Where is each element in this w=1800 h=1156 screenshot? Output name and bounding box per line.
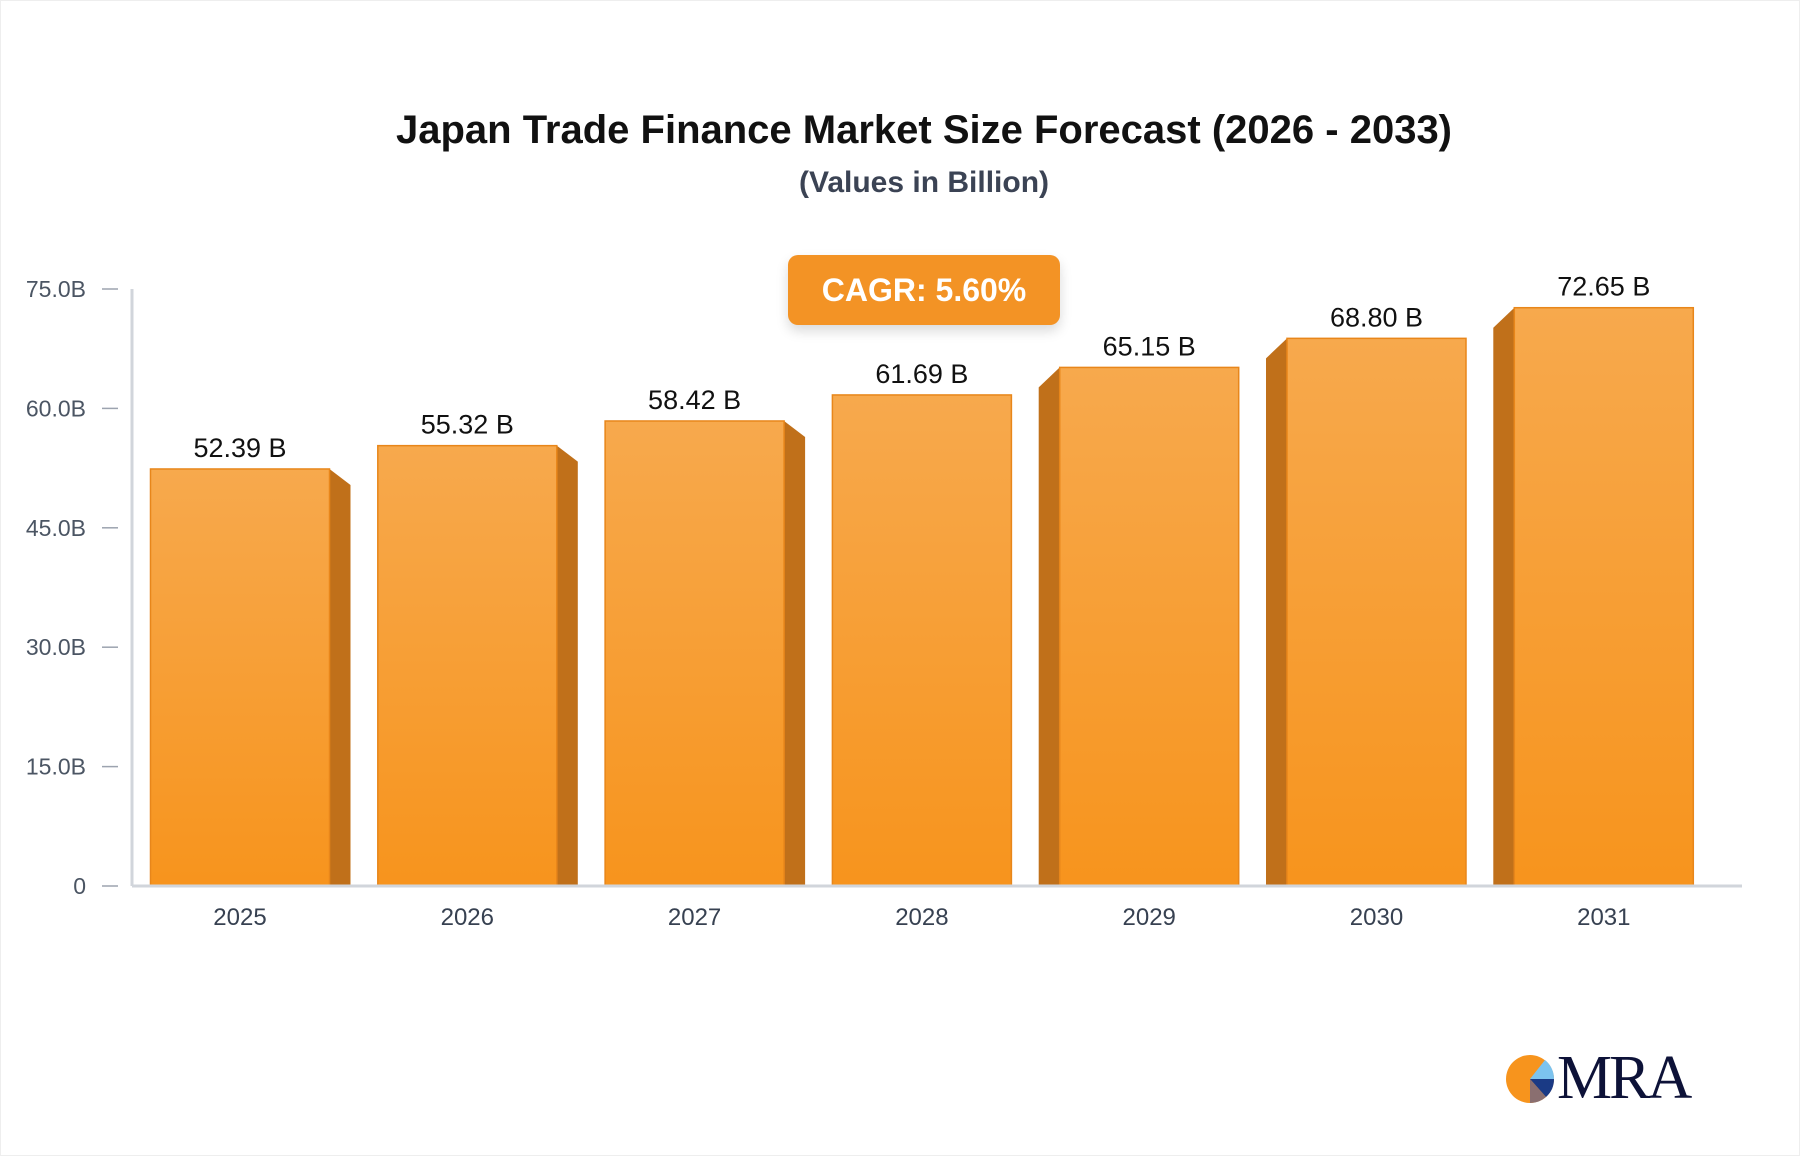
x-tick-label: 2030 — [1350, 904, 1403, 931]
y-tick-label: 60.0B — [26, 395, 86, 421]
bar-2027 — [604, 420, 785, 887]
mra-logo: MRA — [1505, 1043, 1692, 1114]
value-label: 58.42 B — [648, 385, 741, 415]
bar-2025 — [149, 468, 331, 887]
x-tick-label: 2025 — [213, 904, 266, 931]
pie-logo-icon — [1506, 1054, 1555, 1103]
bar-2026 — [377, 444, 558, 887]
bar-side — [556, 445, 578, 886]
x-tick-label: 2028 — [895, 904, 948, 931]
cagr-badge: CAGR: 5.60% — [788, 255, 1060, 325]
y-tick-label: 0 — [73, 873, 86, 899]
logo-text: MRA — [1557, 1044, 1692, 1112]
x-tick-label: 2029 — [1123, 904, 1176, 931]
y-tick-label: 30.0B — [26, 634, 86, 660]
value-label: 68.80 B — [1330, 302, 1423, 332]
y-tick-label: 75.0B — [26, 276, 86, 302]
value-label: 65.15 B — [1103, 331, 1196, 361]
bar-side — [329, 468, 351, 886]
chart-title: Japan Trade Finance Market Size Forecast… — [395, 108, 1453, 152]
value-label: 72.65 B — [1557, 272, 1650, 302]
bar-side — [1493, 307, 1515, 886]
bar-2031 — [1513, 306, 1695, 887]
value-label: 55.32 B — [421, 410, 514, 440]
x-tick-label: 2031 — [1577, 904, 1630, 931]
bar-2028 — [831, 394, 1013, 887]
bar-2030 — [1286, 337, 1467, 887]
chart-subtitle: (Values in Billion) — [798, 166, 1050, 199]
bar-side — [784, 420, 806, 886]
value-label: 61.69 B — [875, 359, 968, 389]
bar-side — [1038, 367, 1060, 886]
y-tick-label: 45.0B — [26, 515, 86, 541]
bar-side — [1266, 338, 1287, 886]
value-label: 52.39 B — [193, 433, 286, 463]
y-tick-label: 15.0B — [26, 754, 86, 780]
x-tick-label: 2027 — [668, 904, 721, 931]
x-tick-label: 2026 — [441, 904, 494, 931]
bar-2029 — [1058, 366, 1240, 887]
